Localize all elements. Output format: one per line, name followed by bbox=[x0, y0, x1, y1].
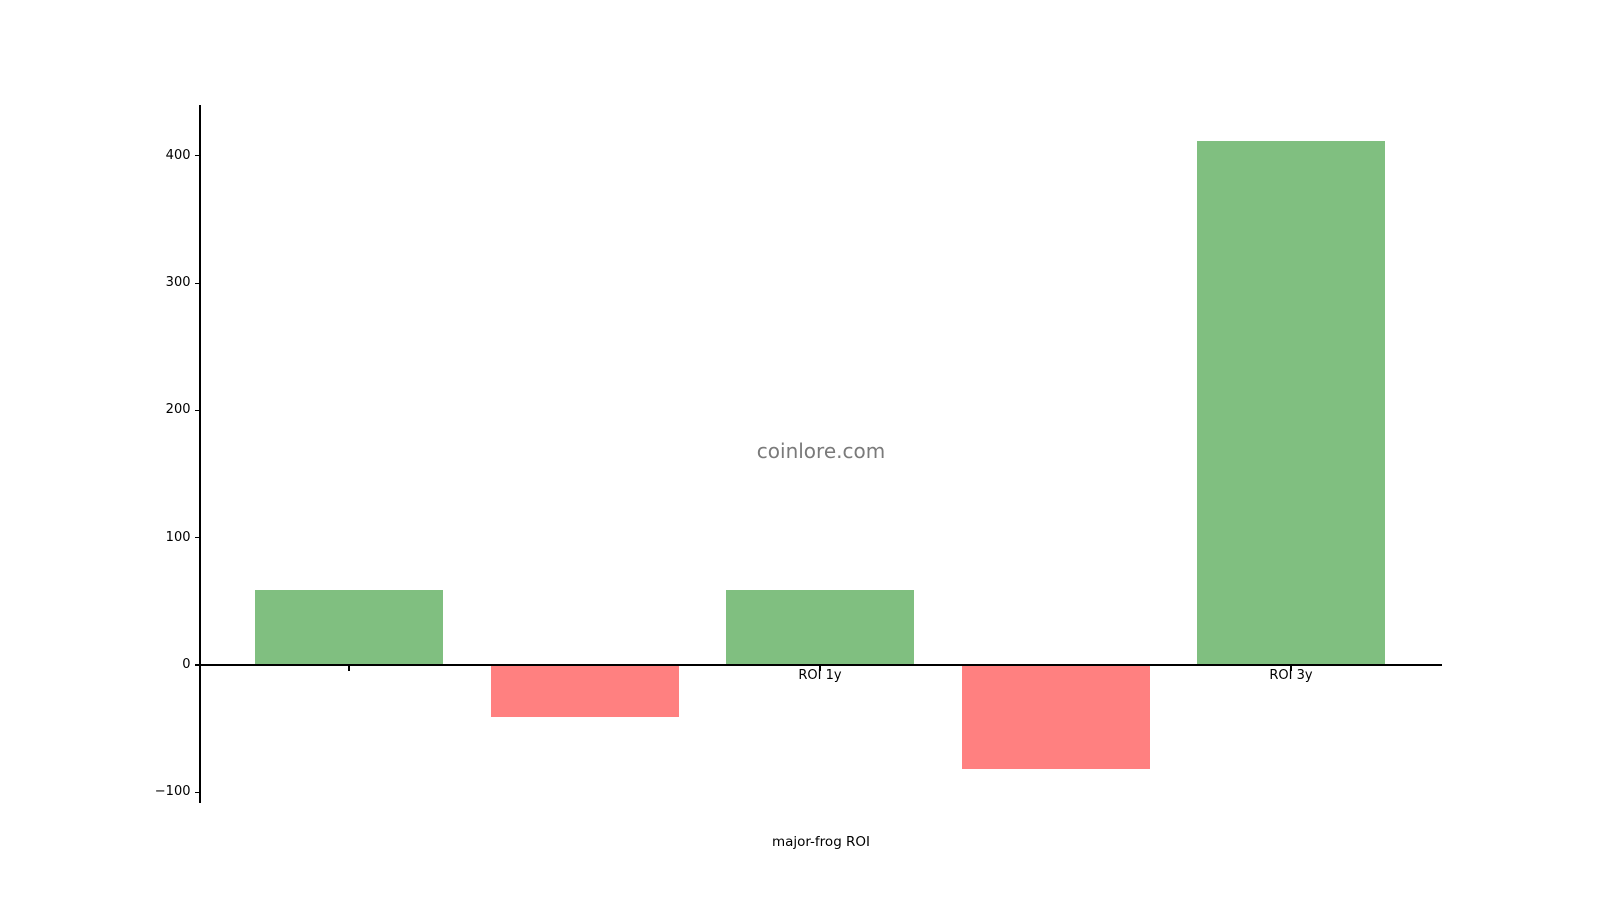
y-tick-label: 400 bbox=[165, 147, 191, 163]
y-tick-label: −100 bbox=[154, 784, 191, 800]
bar-3-roi-1y bbox=[726, 589, 914, 665]
y-tick-mark-400 bbox=[194, 155, 200, 157]
bar-4 bbox=[961, 665, 1150, 770]
y-tick-label: 100 bbox=[165, 529, 191, 545]
y-tick-mark-200 bbox=[194, 409, 200, 412]
bar-1 bbox=[255, 589, 443, 665]
y-tick-mark-100 bbox=[194, 537, 200, 539]
bar-2 bbox=[490, 665, 679, 718]
bar-5-roi-3y bbox=[1197, 140, 1385, 665]
x-tick-label-roi-1y: ROI 1y bbox=[798, 668, 842, 683]
x-axis-zero-line bbox=[200, 664, 1442, 666]
y-tick-mark-0 bbox=[194, 664, 200, 666]
y-tick-label: 300 bbox=[165, 275, 191, 291]
x-tick-mark-1 bbox=[348, 665, 350, 671]
y-axis-spine bbox=[199, 105, 201, 803]
y-tick-mark-−100 bbox=[194, 791, 200, 793]
watermark: coinlore.com bbox=[756, 439, 886, 463]
x-tick-mark-3 bbox=[819, 665, 821, 671]
y-tick-mark-300 bbox=[194, 282, 200, 284]
y-tick-label: 200 bbox=[165, 402, 191, 418]
x-axis-title: major-frog ROI bbox=[771, 834, 871, 850]
y-tick-label: 0 bbox=[182, 657, 191, 672]
x-tick-label-roi-3y: ROI 3y bbox=[1269, 668, 1313, 683]
x-tick-mark-5 bbox=[1290, 665, 1292, 671]
